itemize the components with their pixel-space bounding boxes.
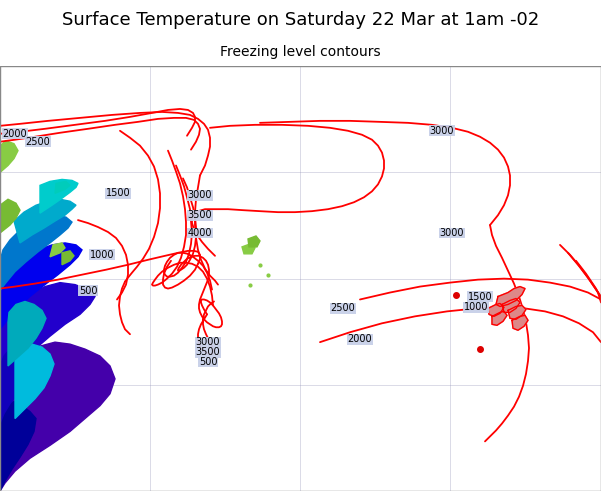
Polygon shape (0, 199, 20, 233)
Text: 3000: 3000 (430, 126, 454, 136)
Text: 3000: 3000 (196, 337, 220, 347)
Text: 2000: 2000 (2, 129, 27, 139)
Polygon shape (242, 244, 255, 254)
Text: 3000: 3000 (188, 191, 212, 200)
Polygon shape (492, 311, 507, 325)
Polygon shape (0, 215, 72, 291)
Polygon shape (512, 315, 528, 330)
Polygon shape (15, 344, 54, 418)
Polygon shape (40, 179, 78, 213)
Polygon shape (0, 141, 18, 172)
Polygon shape (62, 251, 74, 265)
Polygon shape (496, 287, 525, 306)
Text: 1000: 1000 (464, 302, 488, 312)
Text: 1500: 1500 (468, 292, 492, 301)
Text: 1000: 1000 (90, 250, 114, 260)
Polygon shape (488, 303, 504, 316)
Polygon shape (0, 342, 115, 491)
Polygon shape (0, 243, 82, 329)
Text: 3500: 3500 (188, 210, 212, 220)
Text: 500: 500 (199, 357, 217, 367)
Polygon shape (248, 236, 260, 247)
Text: 1500: 1500 (106, 189, 130, 198)
Polygon shape (8, 301, 46, 366)
Text: 3000: 3000 (440, 228, 464, 238)
Text: 3500: 3500 (196, 347, 221, 357)
Text: Freezing level contours: Freezing level contours (220, 45, 381, 59)
Polygon shape (502, 299, 520, 312)
Text: Surface Temperature on Saturday 22 Mar at 1am -02: Surface Temperature on Saturday 22 Mar a… (62, 11, 539, 29)
Polygon shape (55, 181, 70, 193)
Text: 2000: 2000 (348, 334, 372, 344)
Polygon shape (0, 402, 36, 491)
Polygon shape (50, 243, 65, 257)
Polygon shape (0, 283, 95, 384)
Text: 500: 500 (79, 286, 97, 296)
Text: 2500: 2500 (26, 136, 50, 147)
Polygon shape (508, 305, 526, 319)
Polygon shape (0, 349, 30, 424)
Text: 4000: 4000 (188, 228, 212, 238)
Polygon shape (14, 199, 76, 243)
Text: 2500: 2500 (331, 303, 355, 313)
